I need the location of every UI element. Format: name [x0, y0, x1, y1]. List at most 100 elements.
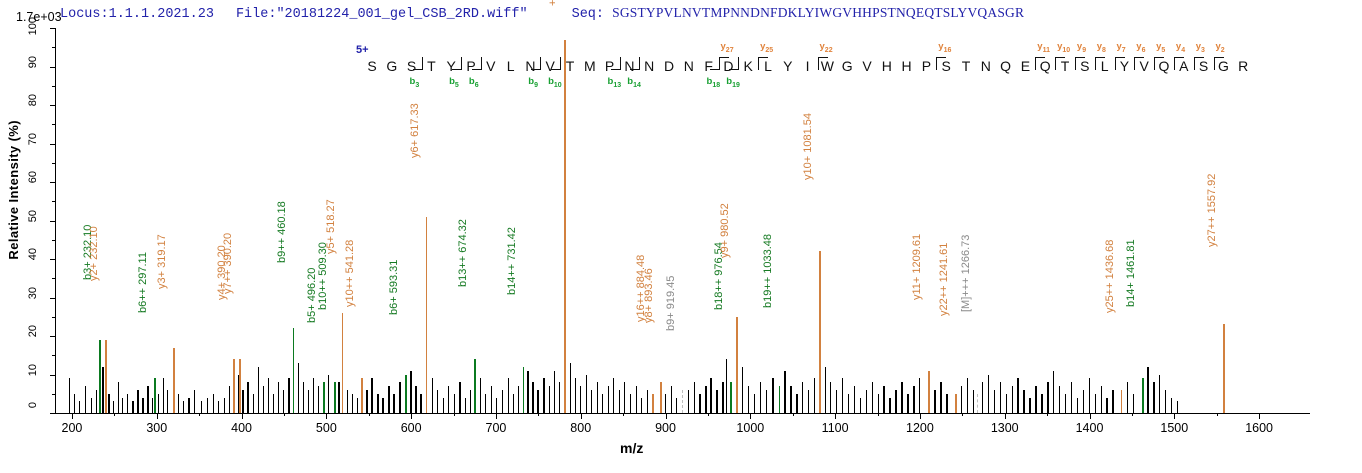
spectrum-peak [117, 382, 120, 413]
spectrum-peak [813, 378, 816, 413]
spectrum-peak [865, 389, 868, 413]
spectrum-peak [177, 393, 180, 413]
x-axis-tick [750, 413, 752, 419]
x-axis-tick [326, 413, 328, 419]
y-axis-minor-tick [52, 278, 55, 280]
peak-label: y2+ 232.10 [88, 226, 101, 282]
y-ion-label: y7 [1116, 41, 1126, 54]
spectrum-peak [1011, 386, 1013, 413]
residue: S [941, 58, 951, 74]
spectrum-peak [1088, 378, 1091, 413]
spectrum-peak [934, 389, 936, 413]
spectrum-peak [166, 389, 169, 413]
residue: V [486, 58, 496, 74]
b-ion-marker [412, 57, 423, 70]
y-ion-marker [1055, 57, 1066, 70]
x-axis-tick-label: 600 [400, 421, 422, 435]
annotated-peak [334, 382, 336, 413]
x-axis-minor-tick [368, 413, 370, 416]
peak-label: y10+ 1081.54 [802, 113, 815, 181]
spectrum-peak [618, 389, 621, 413]
x-axis-tick-label: 1200 [906, 421, 934, 435]
spectrum-peak [90, 397, 92, 413]
x-axis-tick-label: 1300 [990, 421, 1019, 435]
y-ion-label: y22 [819, 41, 833, 54]
spectrum-peak [238, 374, 240, 413]
spectrum-peak [1035, 386, 1037, 413]
b-ion-marker [610, 57, 621, 70]
spectrum-peak [558, 382, 561, 413]
b-ion-label: b19 [726, 76, 740, 89]
x-axis-tick-label: 700 [485, 421, 507, 435]
y-axis-minor-tick [52, 85, 55, 87]
spectrum-peak [537, 389, 539, 413]
annotated-peak [730, 382, 733, 413]
spectrum-peak [612, 378, 615, 413]
spectrum-peak [579, 386, 582, 413]
spectrum-peak [808, 389, 810, 413]
y-axis [55, 28, 56, 413]
x-axis-tick-label: 1500 [1160, 421, 1189, 435]
y-ion-label: y5 [1156, 41, 1166, 54]
spectrum-peak [585, 374, 588, 413]
spectrum-peak [753, 393, 756, 413]
residue: Y [1119, 58, 1130, 74]
y-ion-label: y6 [1136, 41, 1146, 54]
peak-label: b9++ 460.18 [275, 200, 288, 263]
spectrum-peak [907, 393, 909, 413]
x-axis-tick-label: 1400 [1075, 421, 1104, 435]
spectrum-peak [142, 397, 144, 413]
y-axis-minor-tick [52, 393, 55, 395]
b-ion-label: b5 [449, 76, 459, 89]
residue: Q [1000, 58, 1012, 74]
y-ion-label: y4 [1175, 41, 1186, 54]
residue: L [506, 58, 515, 74]
spectrum-peak [1159, 374, 1161, 413]
peak-label: y10++ 541.28 [344, 239, 357, 308]
spectrum-peak [415, 386, 417, 413]
x-axis-tick [919, 413, 921, 419]
y-ion-label: y8 [1096, 41, 1106, 54]
spectrum-peak [228, 386, 231, 413]
annotated-peak [405, 374, 408, 413]
peak-label: y7++ 390.20 [222, 232, 234, 294]
spectrum-peak [853, 386, 856, 413]
x-axis-tick [156, 413, 158, 419]
spectrum-peak [78, 401, 81, 413]
b-ion-label: b10 [548, 76, 562, 89]
y-ion-label: y27 [720, 41, 734, 54]
spectrum-peak [687, 389, 689, 413]
x-axis-tick [241, 413, 243, 419]
annotated-peak [341, 312, 344, 413]
b-ion-marker [531, 57, 542, 70]
spectrum-peak [877, 393, 879, 413]
b-ion-label: b13 [607, 76, 622, 89]
spectrum-peak [262, 386, 265, 413]
spectrum-peak [206, 397, 209, 413]
y-axis-title: Relative Intensity (%) [6, 120, 21, 260]
y-ion-marker [1035, 57, 1046, 70]
spectrum-peak [464, 397, 466, 413]
spectrum-peak [495, 397, 498, 413]
x-axis-minor-tick [114, 413, 116, 416]
x-axis-tick [665, 413, 667, 419]
spectrum-peak [162, 378, 165, 413]
annotated-peak [361, 378, 363, 413]
residue: D [723, 58, 734, 74]
spectrum-peak [410, 370, 412, 413]
annotated-peak [928, 370, 930, 413]
spectrum-peak [548, 386, 550, 413]
spectrum-peak [1064, 393, 1067, 413]
spectrum-peak [431, 378, 433, 413]
y-axis-tick-label: 100 [27, 17, 39, 36]
residue: N [683, 58, 694, 74]
residue: R [1238, 58, 1249, 74]
y-ion-marker [1173, 57, 1184, 70]
b-ion-marker [630, 57, 641, 70]
y-ion-marker [718, 57, 729, 70]
x-axis-tick [580, 413, 582, 419]
spectrum-peak [257, 366, 260, 413]
spectrum-peak [741, 366, 744, 413]
spectrum-peak [1017, 378, 1019, 413]
peak-label: y8+ 893.46 [642, 268, 655, 324]
